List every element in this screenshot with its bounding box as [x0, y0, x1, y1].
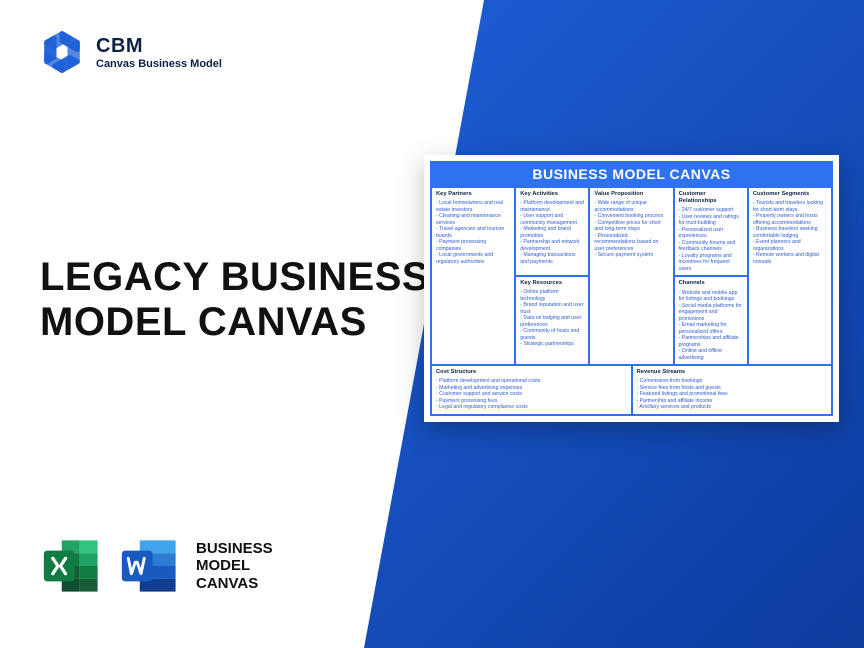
list-item: Platform development and maintenance [520, 200, 584, 213]
list-item: Managing transactions and payments [520, 252, 584, 265]
list-item: Property owners and hosts offering accom… [753, 213, 827, 226]
logo-title: CBM [96, 35, 222, 58]
list-item: Legal and regulatory compliance costs [436, 404, 627, 411]
list-item: Ancillary services and products [637, 404, 828, 411]
list-item: Data on lodging and user preferences [520, 315, 584, 328]
list-item: User support and community management [520, 213, 584, 226]
list-item: Local governments and regulatory authori… [436, 252, 510, 265]
list-item: Community of hosts and guests [520, 328, 584, 341]
cell-revenue-streams: Revenue Streams Commission from bookings… [632, 365, 833, 415]
list-item: Travel agencies and tourism boards [436, 226, 510, 239]
cell-key-partners: Key Partners Local homeowners and real e… [431, 187, 515, 365]
list-item: Partnerships and affiliate programs [679, 335, 743, 348]
list-item: Partnership and network development [520, 239, 584, 252]
list-item: Personalized user experiences [679, 227, 743, 240]
list-item: Payment processing companies [436, 239, 510, 252]
cell-customer-relationships: Customer Relationships 24/7 customer sup… [674, 187, 748, 276]
canvas-preview-card: BUSINESS MODEL CANVAS Key Partners Local… [424, 155, 839, 422]
list-item: Marketing and brand promotion [520, 226, 584, 239]
page-title: LEGACY BUSINESS MODEL CANVAS [40, 255, 429, 345]
list-item: Community forums and feedback channels [679, 240, 743, 253]
list-item: Tourists and travelers looking for short… [753, 200, 827, 213]
word-icon [118, 534, 182, 598]
list-item: Local homeowners and real estate investo… [436, 200, 510, 213]
list-item: Online platform technology [520, 289, 584, 302]
title-line-1: LEGACY BUSINESS [40, 255, 429, 300]
brand-logo: CBM Canvas Business Model [40, 30, 222, 74]
canvas-header: BUSINESS MODEL CANVAS [430, 161, 833, 187]
list-item: Secure payment system [594, 252, 668, 259]
list-item: Competitive prices for short and long-te… [594, 220, 668, 233]
cell-channels: Channels Website and mobile app for list… [674, 276, 748, 365]
list-item: Online and offline advertising [679, 348, 743, 361]
list-item: Event planners and organizations [753, 239, 827, 252]
excel-icon [40, 534, 104, 598]
cbm-logo-icon [40, 30, 84, 74]
list-item: Strategic partnerships [520, 341, 584, 348]
title-line-2: MODEL CANVAS [40, 300, 429, 345]
cell-key-activities: Key Activities Platform development and … [515, 187, 589, 276]
list-item: Remote workers and digital nomads [753, 252, 827, 265]
canvas-grid: Key Partners Local homeowners and real e… [430, 187, 833, 416]
list-item: Brand reputation and user trust [520, 302, 584, 315]
list-item: Business travelers seeking comfortable l… [753, 226, 827, 239]
list-item: Website and mobile app for listings and … [679, 290, 743, 303]
list-item: Wide range of unique accommodations [594, 200, 668, 213]
list-item: Personalized recommendations based on us… [594, 233, 668, 253]
app-icons-row: BUSINESS MODEL CANVAS [40, 534, 273, 598]
list-item: Email marketing for personalized offers [679, 322, 743, 335]
list-item: 24/7 customer support [679, 207, 743, 214]
list-item: User reviews and ratings for trust-build… [679, 214, 743, 227]
list-item: Cleaning and maintenance services [436, 213, 510, 226]
cell-cost-structure: Cost Structure Platform development and … [431, 365, 632, 415]
cell-customer-segments: Customer Segments Tourists and travelers… [748, 187, 832, 365]
cell-value-proposition: Value Proposition Wide range of unique a… [589, 187, 673, 365]
bmc-text-label: BUSINESS MODEL CANVAS [196, 540, 273, 592]
list-item: Loyalty programs and incentives for freq… [679, 253, 743, 273]
logo-subtitle: Canvas Business Model [96, 58, 222, 70]
list-item: Convenient booking process [594, 213, 668, 220]
list-item: Social media platforms for engagement an… [679, 303, 743, 323]
cell-key-resources: Key Resources Online platform technology… [515, 276, 589, 365]
